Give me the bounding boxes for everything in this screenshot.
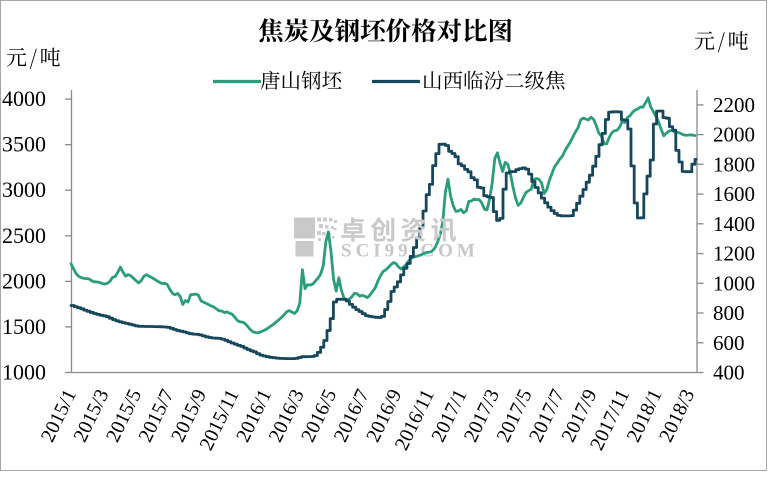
svg-text:2000: 2000 [2, 268, 46, 293]
svg-text:1400: 1400 [713, 212, 755, 236]
svg-text:2000: 2000 [713, 123, 755, 147]
svg-text:3500: 3500 [2, 132, 46, 157]
svg-text:600: 600 [713, 331, 745, 355]
svg-text:SCI99.COM: SCI99.COM [341, 241, 479, 262]
svg-text:3000: 3000 [2, 177, 46, 202]
svg-text:800: 800 [713, 301, 745, 325]
svg-text:1000: 1000 [713, 271, 755, 295]
svg-text:1600: 1600 [713, 182, 755, 206]
svg-text:2200: 2200 [713, 93, 755, 117]
svg-text:400: 400 [713, 361, 745, 385]
svg-text:4000: 4000 [2, 86, 46, 111]
svg-text:1500: 1500 [2, 314, 46, 339]
svg-text:1800: 1800 [713, 152, 755, 176]
svg-text:2500: 2500 [2, 223, 46, 248]
svg-text:1200: 1200 [713, 242, 755, 266]
svg-text:1000: 1000 [2, 360, 46, 385]
